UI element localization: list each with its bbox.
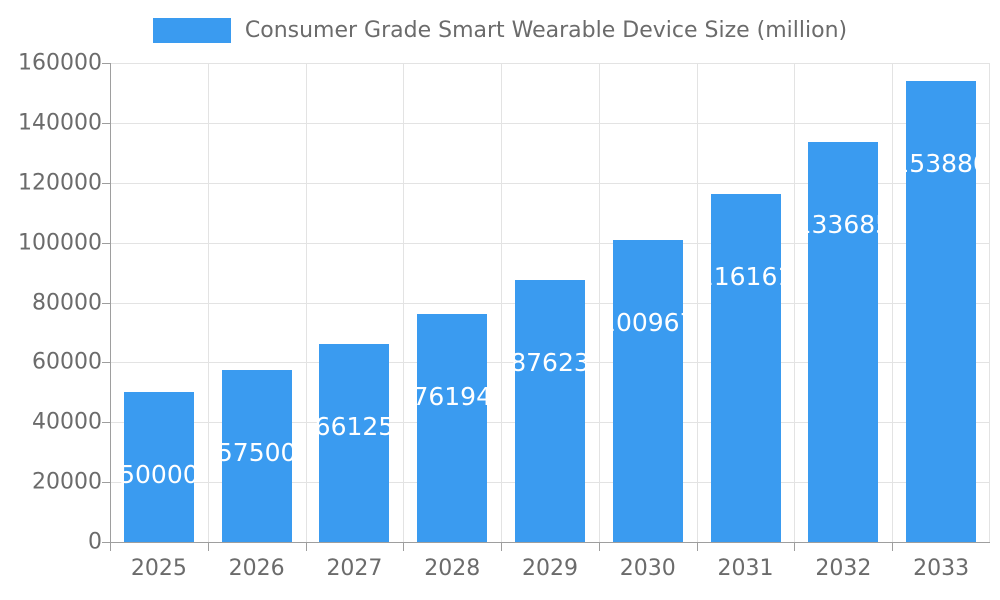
x-axis-tick-label: 2032 — [815, 556, 872, 581]
x-axis-tick-label: 2028 — [424, 556, 481, 581]
legend-label: Consumer Grade Smart Wearable Device Siz… — [244, 17, 848, 43]
bar[interactable] — [221, 369, 292, 542]
x-axis-tick-label: 2033 — [913, 556, 970, 581]
y-axis-tick-label: 160000 — [18, 50, 102, 76]
x-axis-tick-mark — [892, 542, 893, 551]
bar[interactable] — [515, 279, 585, 542]
gridline-vertical — [403, 63, 404, 542]
bar[interactable] — [612, 239, 683, 542]
gridline-vertical — [599, 63, 600, 542]
gridline-horizontal — [110, 122, 990, 124]
y-axis-tick-mark — [102, 362, 110, 364]
x-axis-tick-mark — [697, 542, 698, 551]
x-axis-tick-mark — [403, 542, 404, 551]
y-axis-tick-mark — [102, 182, 110, 184]
x-axis-tick-label: 2031 — [717, 556, 774, 581]
gridline-vertical — [208, 63, 209, 542]
gridline-vertical — [501, 63, 502, 542]
gridline-horizontal — [110, 63, 990, 64]
gridline-vertical — [306, 63, 307, 542]
y-axis-tick-mark — [102, 63, 110, 64]
x-axis-tick-label: 2029 — [522, 556, 578, 581]
x-axis-tick-mark — [794, 542, 795, 551]
x-axis-tick-mark — [599, 542, 600, 551]
x-axis-tick-mark — [501, 542, 502, 551]
y-axis-tick-mark — [102, 542, 110, 543]
gridline-horizontal — [110, 182, 990, 184]
x-axis-tick-label: 2030 — [619, 556, 676, 581]
x-axis-tick-label: 2027 — [326, 556, 383, 581]
x-axis-tick-mark — [208, 542, 209, 551]
bar[interactable] — [808, 141, 879, 542]
chart-legend: Consumer Grade Smart Wearable Device Siz… — [0, 14, 1000, 46]
gridline-vertical — [892, 63, 893, 542]
y-axis-tick-mark — [102, 122, 110, 124]
gridline-vertical — [989, 63, 990, 542]
x-axis-tick-mark — [306, 542, 307, 551]
plot-area: 50000 57500 66125 76194 87623 100967 116161 133… — [110, 63, 990, 543]
y-axis-tick-label: 80000 — [32, 290, 102, 315]
gridline-vertical — [697, 63, 698, 542]
gridline-horizontal — [110, 242, 990, 244]
y-axis-tick-label: 120000 — [18, 170, 102, 196]
y-axis-tick-mark — [102, 422, 110, 424]
legend-color-swatch[interactable] — [152, 17, 231, 43]
y-axis-tick-mark — [102, 482, 110, 484]
bar[interactable] — [710, 194, 781, 542]
y-axis-tick-label: 0 — [88, 529, 102, 555]
bar[interactable] — [319, 344, 390, 542]
bar[interactable] — [906, 81, 977, 542]
y-axis-line — [110, 63, 111, 542]
x-axis-tick-mark — [110, 542, 111, 551]
bar[interactable] — [123, 392, 194, 542]
y-axis-tick-label: 140000 — [18, 110, 102, 136]
bar[interactable] — [417, 313, 488, 542]
y-axis-tick-label: 40000 — [32, 409, 102, 435]
y-axis-tick-mark — [102, 302, 110, 304]
x-axis-tick-label: 2026 — [228, 556, 285, 581]
y-axis-tick-label: 60000 — [32, 349, 102, 375]
x-axis-tick-label: 2025 — [130, 556, 187, 581]
y-axis-tick-label: 20000 — [32, 469, 102, 495]
y-axis-tick-mark — [102, 242, 110, 244]
x-axis-line — [110, 542, 990, 543]
gridline-vertical — [794, 63, 795, 542]
y-axis-tick-label: 100000 — [18, 230, 102, 256]
